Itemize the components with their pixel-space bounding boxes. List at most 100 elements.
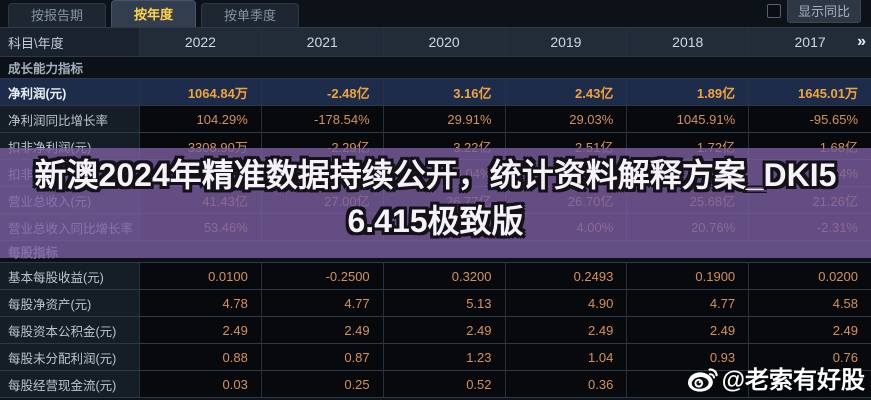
cell: 0.87 bbox=[262, 344, 384, 370]
compare-control: 显示同比 bbox=[766, 0, 861, 23]
row-label: 扣非净利润(元) bbox=[0, 133, 140, 159]
cell: 1.68亿 bbox=[819, 139, 858, 155]
table-header-row: 科目\年度 2022 2021 2020 2019 2018 2017 » bbox=[0, 28, 871, 57]
watermark: @老索有好股 bbox=[686, 360, 865, 395]
table-body: 成长能力指标 净利润(元) 1064.84万 -2.48亿 3.16亿 2.43亿 1.… bbox=[0, 57, 871, 400]
section-label: 每股指标 bbox=[8, 246, 59, 260]
cell: 0.52 bbox=[384, 371, 506, 397]
cell: 1.04 bbox=[506, 344, 628, 370]
tab-by-report-period[interactable]: 按报告期 bbox=[8, 3, 107, 27]
cell: -56.34% bbox=[809, 165, 858, 181]
cell: 3.22亿 bbox=[384, 133, 506, 159]
cell: 27.00亿 bbox=[262, 187, 384, 213]
table-row: 扣非净利润(元) 3308.90万 -2.29亿 3.22亿 2.51亿 1.72亿 1.… bbox=[0, 133, 871, 160]
cell: 0.0100 bbox=[140, 263, 262, 289]
yoy-compare-checkbox[interactable] bbox=[766, 3, 781, 18]
cell: 25.68亿 bbox=[627, 187, 750, 213]
weibo-icon bbox=[687, 367, 718, 392]
cell: 1045.91% bbox=[627, 106, 750, 132]
row-label: 每股净资产(元) bbox=[0, 290, 140, 316]
row-label: 净利润同比增长率 bbox=[0, 106, 140, 132]
cell: 2.49 bbox=[506, 317, 628, 343]
cell bbox=[506, 160, 628, 186]
show-yoy-button[interactable]: 显示同比 bbox=[786, 0, 861, 23]
tab-by-year[interactable]: 按年度 bbox=[111, 0, 197, 27]
cell: -95.65% bbox=[809, 111, 858, 127]
row-label: 每股资本公积金(元) bbox=[0, 317, 140, 343]
table-row: 每股净资产(元) 4.78 4.77 5.13 4.90 4.77 4.58 bbox=[0, 290, 871, 317]
row-label: 营业总收入(元) bbox=[0, 187, 140, 213]
cell: 2.49 bbox=[384, 317, 506, 343]
cell: 4.90 bbox=[506, 290, 628, 316]
clipped-row-stub bbox=[0, 398, 871, 400]
cell: 0.88 bbox=[140, 344, 262, 370]
cell: 4.00% bbox=[506, 214, 628, 240]
cell: -2.48亿 bbox=[262, 79, 384, 105]
year-header-2017-label: 2017 bbox=[794, 34, 826, 50]
cell: -178.54% bbox=[262, 106, 384, 132]
cell: 4.58 bbox=[832, 295, 858, 311]
cell bbox=[262, 160, 384, 186]
cell: 1645.01万 bbox=[798, 85, 858, 101]
row-label: 基本每股收益(元) bbox=[0, 263, 140, 289]
cell: 21.26亿 bbox=[812, 193, 858, 209]
year-header-2017: 2017 » bbox=[749, 28, 871, 56]
section-label: 成长能力指标 bbox=[8, 62, 84, 76]
table-row: 基本每股收益(元) 0.0100 -0.2500 0.3200 0.2493 0.190… bbox=[0, 263, 871, 290]
cell: 20.76% bbox=[627, 214, 750, 240]
row-label: 每股未分配利润(元) bbox=[0, 344, 140, 370]
row-label: 营业总收入同比增长率 bbox=[0, 214, 140, 240]
cell: 0.03 bbox=[140, 371, 262, 397]
cell: 29.03% bbox=[506, 106, 628, 132]
year-header-2021: 2021 bbox=[262, 28, 384, 56]
cell: 3308.90万 bbox=[140, 133, 262, 159]
cell: 2.51亿 bbox=[506, 133, 628, 159]
table-row: 营业总收入同比增长率 53.46% 4.00% 20.76% -2.31% bbox=[0, 214, 871, 241]
cell: 1.23 bbox=[384, 344, 506, 370]
cell: 1064.84万 bbox=[140, 79, 262, 105]
cell: 4.77 bbox=[262, 290, 384, 316]
cell: 26.70亿 bbox=[506, 187, 628, 213]
cell: 0.36 bbox=[506, 371, 628, 397]
cell: 2.49 bbox=[262, 317, 384, 343]
cell: 0.93 bbox=[627, 344, 750, 370]
cell: 29.91% bbox=[384, 106, 506, 132]
scroll-more-years-arrow-icon[interactable]: » bbox=[857, 33, 866, 50]
cell: 2.49 bbox=[832, 322, 858, 338]
cell: 28.04% bbox=[384, 160, 506, 186]
section-row: 每股指标 bbox=[0, 241, 871, 263]
table-row: 净利润(元) 1064.84万 -2.48亿 3.16亿 2.43亿 1.89亿 1645… bbox=[0, 79, 871, 106]
cell: 0.1900 bbox=[627, 263, 750, 289]
cell: 0.25 bbox=[262, 371, 384, 397]
cell bbox=[384, 214, 506, 240]
cell: 4.77 bbox=[627, 290, 750, 316]
tab-by-quarter[interactable]: 按单季度 bbox=[201, 3, 300, 27]
period-tabbar: 按报告期 按年度 按单季度 显示同比 bbox=[0, 0, 871, 28]
table-row: 每股资本公积金(元) 2.49 2.49 2.49 2.49 2.49 2.49 bbox=[0, 317, 871, 344]
cell: -0.2500 bbox=[262, 263, 384, 289]
cell: 0.76 bbox=[832, 349, 858, 365]
table-row: 每股经营现金流(元) 0.03 0.25 0.52 0.36 bbox=[0, 371, 871, 398]
cell: 5.13 bbox=[384, 290, 506, 316]
cell bbox=[627, 371, 750, 397]
row-label: 每股经营现金流(元) bbox=[0, 371, 140, 397]
table-row: 每股未分配利润(元) 0.88 0.87 1.23 1.04 0.93 0.76 bbox=[0, 344, 871, 371]
cell: 53.46% bbox=[140, 214, 262, 240]
cell: 0.2493 bbox=[506, 263, 628, 289]
corner-header-cell: 科目\年度 bbox=[0, 28, 140, 56]
row-label: 净利润(元) bbox=[0, 79, 140, 105]
year-header-2018: 2018 bbox=[627, 28, 750, 56]
cell: 3.16亿 bbox=[384, 79, 506, 105]
cell bbox=[627, 160, 750, 186]
cell: -2.29亿 bbox=[262, 133, 384, 159]
cell: 26.77亿 bbox=[384, 187, 506, 213]
cell: 1.89亿 bbox=[627, 79, 750, 105]
table-row: 净利润同比增长率 104.29% -178.54% 29.91% 29.03% 1045… bbox=[0, 106, 871, 133]
section-row: 成长能力指标 bbox=[0, 57, 871, 79]
cell: 2.49 bbox=[140, 317, 262, 343]
year-header-2020: 2020 bbox=[384, 28, 506, 56]
cell: 2.49 bbox=[627, 317, 750, 343]
cell: 104.29% bbox=[140, 106, 262, 132]
watermark-text: @老索有好股 bbox=[721, 367, 865, 394]
